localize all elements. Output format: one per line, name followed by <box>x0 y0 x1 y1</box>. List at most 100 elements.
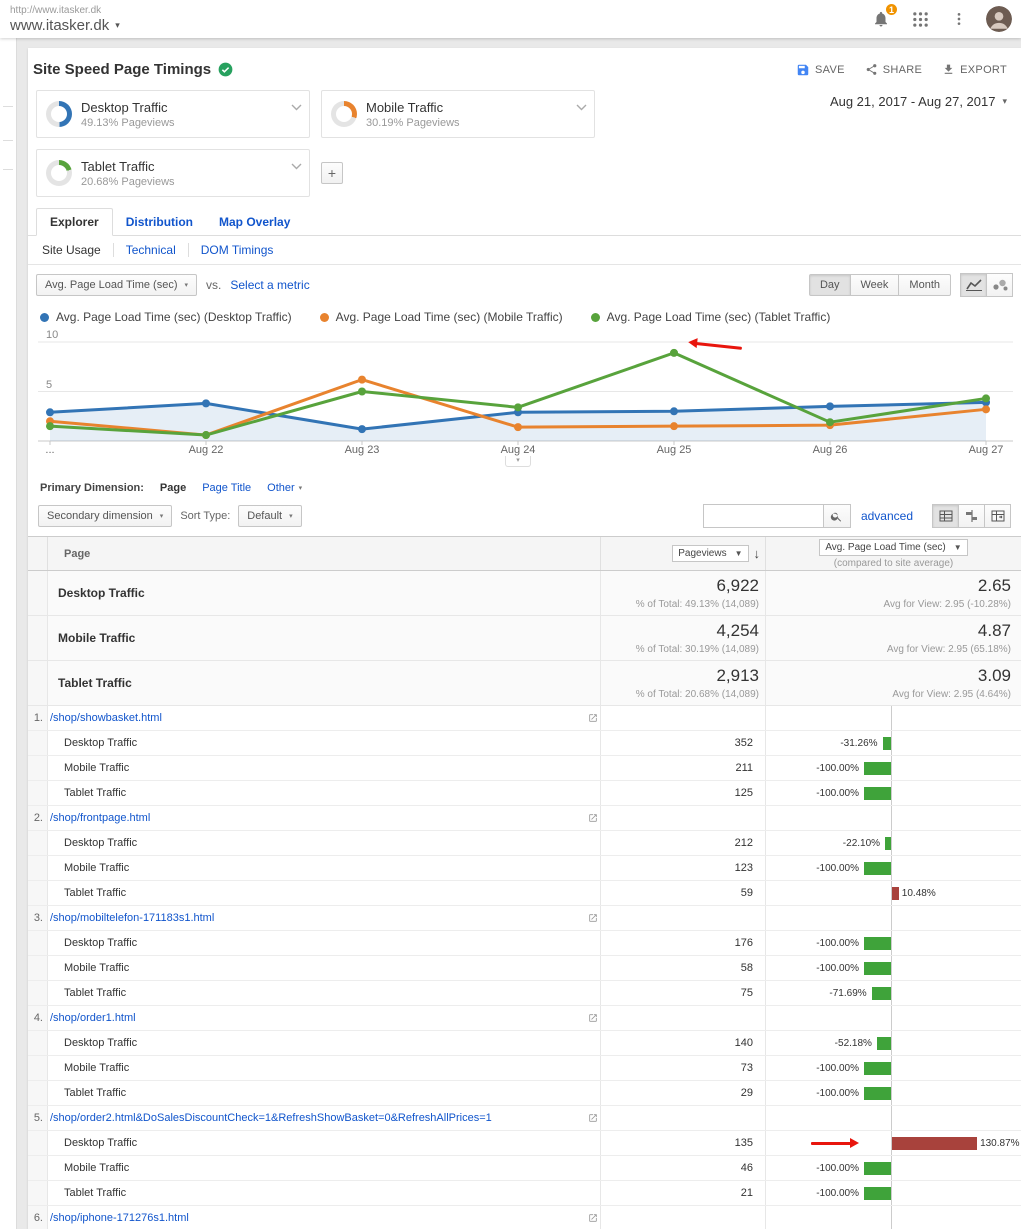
export-button[interactable]: EXPORT <box>942 63 1007 77</box>
comparison-axis <box>891 756 892 780</box>
granularity-month[interactable]: Month <box>898 274 951 296</box>
page-link[interactable]: /shop/order2.html&DoSalesDiscountCheck=1… <box>50 1112 492 1124</box>
external-link-icon[interactable] <box>588 713 598 723</box>
page-row: 2./shop/frontpage.html <box>28 806 1021 831</box>
share-button[interactable]: SHARE <box>865 63 922 77</box>
comparison-axis <box>891 856 892 880</box>
comparison-axis <box>891 881 892 905</box>
page-link[interactable]: /shop/mobiltelefon-171183s1.html <box>50 912 215 924</box>
row-index: 1. <box>28 706 48 730</box>
summary-pageviews-cell: 4,254 % of Total: 30.19% (14,089) <box>600 616 765 660</box>
external-link-icon[interactable] <box>588 1213 598 1223</box>
delta-bar <box>864 1162 891 1175</box>
tab-distribution[interactable]: Distribution <box>125 215 194 229</box>
metric-subtext: Avg for View: 2.95 (-10.28%) <box>883 599 1011 610</box>
chevron-down-icon[interactable] <box>576 98 587 116</box>
segment-card-mobile[interactable]: Mobile Traffic 30.19% Pageviews <box>321 90 595 138</box>
more-options-button[interactable] <box>947 7 971 31</box>
pageviews-cell: 46 <box>600 1156 765 1180</box>
subtab-site-usage[interactable]: Site Usage <box>42 243 114 257</box>
granularity-week[interactable]: Week <box>849 274 900 296</box>
advanced-link[interactable]: advanced <box>860 509 913 523</box>
pageviews-cell <box>600 906 765 930</box>
page-row: 4./shop/order1.html <box>28 1006 1021 1031</box>
tab-map-overlay[interactable]: Map Overlay <box>219 215 291 229</box>
search-button[interactable] <box>822 504 851 528</box>
collapsed-sidebar[interactable] <box>0 38 17 1229</box>
pageviews-cell: 135 <box>600 1131 765 1155</box>
add-segment-button[interactable]: + <box>321 162 343 184</box>
summary-segment-label: Tablet Traffic <box>58 676 132 690</box>
segment-row: Desktop Traffic 212 -22.10% <box>28 831 1021 856</box>
chart-collapse-button[interactable]: ▾ <box>505 456 531 467</box>
primary-dimension-other[interactable]: Other ▾ <box>267 482 303 494</box>
chevron-down-icon[interactable] <box>291 98 302 116</box>
motion-chart-icon <box>992 279 1007 291</box>
page-link[interactable]: /shop/showbasket.html <box>50 712 162 724</box>
secondary-dimension-button[interactable]: Secondary dimension ▾ <box>38 505 173 527</box>
page-link[interactable]: /shop/frontpage.html <box>50 812 151 824</box>
pageviews-cell: 58 <box>600 956 765 980</box>
external-link-icon[interactable] <box>588 913 598 923</box>
chart-area[interactable]: ▾ 5 10... Aug 22 Aug 23 Aug 24 Aug 25 Aug 26 Au… <box>38 329 1013 470</box>
row-number-cell <box>28 1056 48 1080</box>
share-icon <box>866 64 877 75</box>
save-button[interactable]: SAVE <box>796 63 845 77</box>
metric-cell: -100.00% <box>765 856 1021 880</box>
subtab-technical[interactable]: Technical <box>114 243 189 257</box>
select-metric-link[interactable]: Select a metric <box>230 278 310 292</box>
comparison-axis <box>891 1056 892 1080</box>
page-cell: /shop/iphone-171276s1.html <box>48 1206 600 1229</box>
metric-column-subtitle: (compared to site average) <box>833 557 954 569</box>
comparison-view-button[interactable] <box>958 504 985 528</box>
sort-direction-icon[interactable]: ↓ <box>753 546 761 561</box>
metric-column-select[interactable]: Avg. Page Load Time (sec) ▼ <box>819 538 968 556</box>
segment-card-desktop[interactable]: Desktop Traffic 49.13% Pageviews <box>36 90 310 138</box>
metric-cell: -100.00% <box>765 1081 1021 1105</box>
apps-menu-button[interactable] <box>908 7 932 31</box>
row-index: 2. <box>28 806 48 830</box>
external-link-icon[interactable] <box>588 813 598 823</box>
granularity-day[interactable]: Day <box>808 274 851 296</box>
delta-bar <box>885 837 891 850</box>
date-range-picker[interactable]: Aug 21, 2017 - Aug 27, 2017 ▾ <box>829 94 1007 109</box>
delta-bar <box>864 1087 891 1100</box>
y-axis-label: 5 <box>46 378 53 391</box>
motion-chart-view-button[interactable] <box>986 273 1013 297</box>
delta-label: -100.00% <box>816 763 859 774</box>
delta-label: -100.00% <box>816 1163 859 1174</box>
tab-explorer[interactable]: Explorer <box>36 208 113 236</box>
primary-dimension-page-title[interactable]: Page Title <box>202 482 252 494</box>
line-chart-icon <box>965 279 982 291</box>
sort-type-button[interactable]: Default ▾ <box>238 505 302 527</box>
external-link-icon[interactable] <box>588 1013 598 1023</box>
metric-group-tabs: Site Usage Technical DOM Timings <box>28 236 1021 265</box>
comparison-axis <box>891 781 892 805</box>
external-link-icon[interactable] <box>588 1113 598 1123</box>
segment-card-tablet[interactable]: Tablet Traffic 20.68% Pageviews <box>36 149 310 197</box>
row-number-header <box>28 537 48 570</box>
vs-label: vs. <box>206 278 222 292</box>
summary-row: Tablet Traffic 2,913 % of Total: 20.68% (1… <box>28 661 1021 706</box>
summary-metric-cell: 3.09 Avg for View: 2.95 (4.64%) <box>765 661 1021 705</box>
metric-dropdown[interactable]: Avg. Page Load Time (sec) ▾ <box>36 274 197 296</box>
metric-cell: 130.87% <box>765 1131 1021 1155</box>
metric-cell: -100.00% <box>765 931 1021 955</box>
search-input[interactable] <box>702 504 823 528</box>
export-icon <box>944 64 953 74</box>
pivot-view-button[interactable] <box>984 504 1011 528</box>
chevron-down-icon[interactable] <box>291 157 302 175</box>
page-link[interactable]: /shop/iphone-171276s1.html <box>50 1212 189 1224</box>
pageviews-column-select[interactable]: Pageviews ▼ <box>672 545 749 562</box>
subtab-dom-timings[interactable]: DOM Timings <box>200 243 274 257</box>
primary-dimension-page[interactable]: Page <box>159 482 187 494</box>
delta-label: -52.18% <box>834 1038 872 1049</box>
account-selector[interactable]: http://www.itasker.dk www.itasker.dk ▾ <box>0 5 120 34</box>
avatar[interactable] <box>986 6 1012 32</box>
table-view-button[interactable] <box>932 504 959 528</box>
notifications-button[interactable]: 1 <box>869 3 898 31</box>
page-link[interactable]: /shop/order1.html <box>50 1012 136 1024</box>
pageviews-subtext: % of Total: 20.68% (14,089) <box>635 689 759 700</box>
line-chart-view-button[interactable] <box>960 273 987 297</box>
row-number-cell <box>28 571 48 615</box>
